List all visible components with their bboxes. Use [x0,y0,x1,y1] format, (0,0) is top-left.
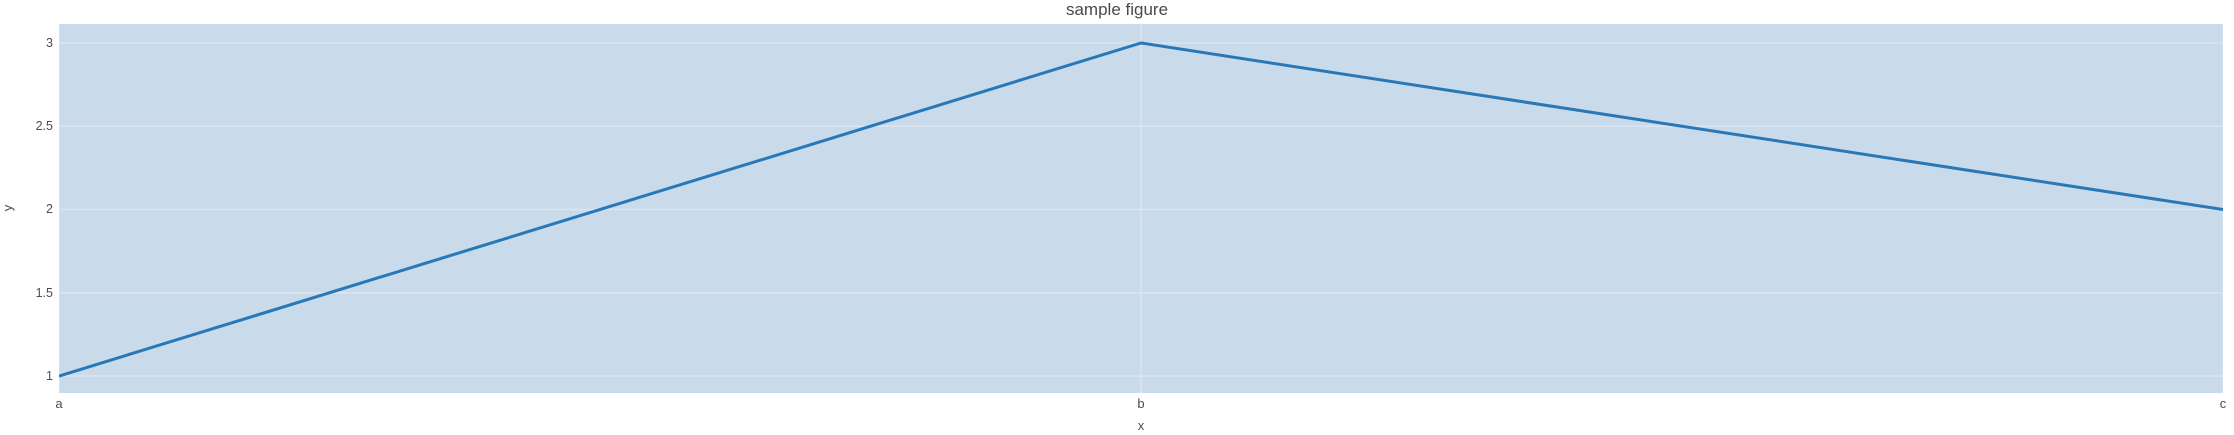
plot-area[interactable] [59,24,2223,393]
data-line[interactable] [59,41,2223,378]
plot-canvas [59,24,2223,393]
chart-title: sample figure [1065,0,1169,19]
y-tick-label: 1.5 [35,285,53,300]
x-axis-title: x [1137,418,1145,433]
y-tick-label: 3 [46,35,53,50]
y-tick-label: 1 [46,369,53,383]
y-axis-title: y [0,204,15,212]
x-tick-label: b [1137,396,1145,411]
x-tick-label: a [55,396,63,411]
x-tick-label: c [2219,396,2227,411]
y-tick-label: 2 [46,202,53,217]
y-tick-label: 2.5 [35,119,53,134]
